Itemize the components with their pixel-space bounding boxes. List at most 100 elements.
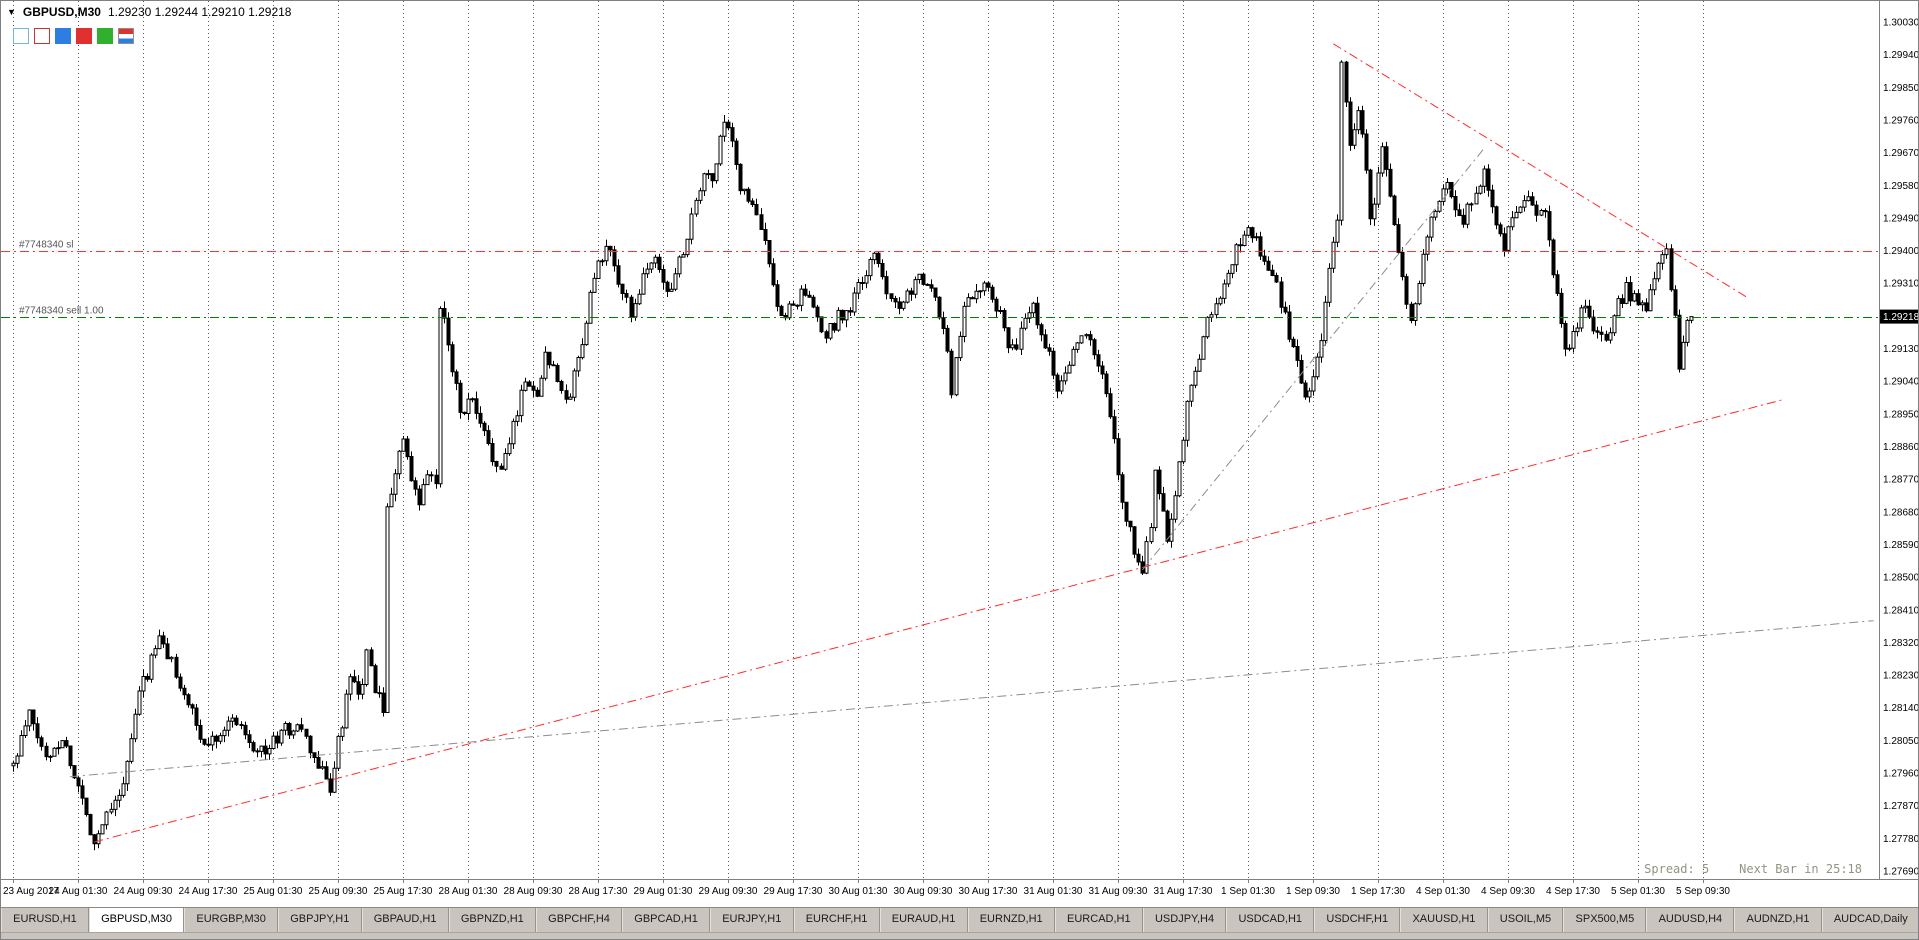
price-axis-label: 1.28770 xyxy=(1883,475,1919,486)
stop-loss-line-label: #7748340 sl xyxy=(19,240,74,251)
time-axis-label: 24 Aug 09:30 xyxy=(114,886,173,897)
candlestick-chart[interactable]: #7748340 sl #7748340 sell 1.00 1.30030 1.29… xyxy=(1,1,1919,907)
ohlc-values: 1.29230 1.29244 1.29210 1.29218 xyxy=(107,5,292,19)
price-axis-label: 1.28950 xyxy=(1883,409,1919,420)
price-axis-label: 1.28140 xyxy=(1883,703,1919,714)
swatch-outline-red-button[interactable] xyxy=(34,28,50,44)
chart-tab-eurcad-h1[interactable]: EURCAD,H1 xyxy=(1054,908,1143,932)
chart-tab-gbpnzd-h1[interactable]: GBPNZD,H1 xyxy=(448,908,536,932)
swatch-solid-green-button[interactable] xyxy=(97,28,113,44)
time-axis-label: 29 Aug 09:30 xyxy=(699,886,758,897)
chart-tab-euraud-h1[interactable]: EURAUD,H1 xyxy=(879,908,968,932)
time-axis-label: 1 Sep 09:30 xyxy=(1286,886,1340,897)
price-axis-label: 1.27690 xyxy=(1883,867,1919,878)
swatch-outline-blue-button[interactable] xyxy=(13,28,29,44)
price-axis-label: 1.28500 xyxy=(1883,573,1919,584)
price-axis-label: 1.29130 xyxy=(1883,344,1919,355)
price-axis-label: 1.27960 xyxy=(1883,769,1919,780)
trendline-descending-resistance[interactable] xyxy=(1333,43,1748,299)
chart-tab-gbpusd-m30[interactable]: GBPUSD,M30 xyxy=(88,908,185,932)
time-axis-label: 24 Aug 17:30 xyxy=(179,886,238,897)
time-axis-label: 4 Sep 17:30 xyxy=(1546,886,1600,897)
price-axis-label: 1.28410 xyxy=(1883,605,1919,616)
time-axis-label: 25 Aug 01:30 xyxy=(244,886,303,897)
chart-tab-xauusd-h1[interactable]: XAUUSD,H1 xyxy=(1400,908,1488,932)
swatch-striped-flag-button[interactable] xyxy=(118,28,134,44)
chart-area[interactable]: #7748340 sl #7748340 sell 1.00 1.30030 1.29… xyxy=(1,1,1919,907)
spread-label: Spread: 5 xyxy=(1644,862,1710,876)
price-axis-label: 1.29850 xyxy=(1883,83,1919,94)
chart-tab-audnzd-h1[interactable]: AUDNZD,H1 xyxy=(1734,908,1822,932)
chart-tab-eurnzd-h1[interactable]: EURNZD,H1 xyxy=(967,908,1055,932)
chart-tab-usdcad-h1[interactable]: USDCAD,H1 xyxy=(1226,908,1315,932)
chart-tab-audcad-daily[interactable]: AUDCAD,Daily xyxy=(1821,908,1918,932)
time-axis-label: 23 Aug 2017 xyxy=(3,886,60,897)
price-axis-label: 1.28050 xyxy=(1883,736,1919,747)
time-axis-label: 31 Aug 01:30 xyxy=(1024,886,1083,897)
chart-tab-gbpcad-h1[interactable]: GBPCAD,H1 xyxy=(622,908,711,932)
price-axis-label: 1.29580 xyxy=(1883,181,1919,192)
price-axis-label: 1.28320 xyxy=(1883,638,1919,649)
time-axis-label: 4 Sep 01:30 xyxy=(1416,886,1470,897)
trendline-shallow-gray-trend[interactable] xyxy=(69,620,1874,778)
trendline-ascending-support[interactable] xyxy=(94,398,1785,843)
swatch-solid-blue-button[interactable] xyxy=(55,28,71,44)
time-axis-label: 25 Aug 09:30 xyxy=(309,886,368,897)
time-axis-label: 4 Sep 09:30 xyxy=(1481,886,1535,897)
time-axis-label: 24 Aug 01:30 xyxy=(49,886,108,897)
price-axis-label: 1.29310 xyxy=(1883,279,1919,290)
chart-tab-usdjpy-h4[interactable]: USDJPY,H4 xyxy=(1142,908,1227,932)
bearish-candles xyxy=(31,61,1682,845)
time-axis-label: 25 Aug 17:30 xyxy=(374,886,433,897)
current-price-box xyxy=(1880,309,1918,324)
next-bar-label: Next Bar in 25:18 xyxy=(1739,862,1862,876)
chart-tab-gbpchf-h4[interactable]: GBPCHF,H4 xyxy=(536,908,623,932)
chart-tab-eurgbp-m30[interactable]: EURGBP,M30 xyxy=(184,908,279,932)
price-axis-label: 1.29760 xyxy=(1883,116,1919,127)
chart-tab-spx500-m5[interactable]: SPX500,M5 xyxy=(1563,908,1647,932)
chart-tab-audusd-h4[interactable]: AUDUSD,H4 xyxy=(1646,908,1735,932)
time-axis-label: 5 Sep 01:30 xyxy=(1611,886,1665,897)
price-axis-label: 1.28680 xyxy=(1883,507,1919,518)
bullish-candles xyxy=(11,61,1694,845)
price-axis-label: 1.29040 xyxy=(1883,377,1919,388)
trendline-steep-gray-trend[interactable] xyxy=(1142,148,1484,571)
symbol-period-label: GBPUSD,M30 xyxy=(22,5,101,19)
color-swatch-toolbar xyxy=(13,28,134,44)
chart-background xyxy=(1,1,1918,907)
time-axis-label: 28 Aug 01:30 xyxy=(439,886,498,897)
chart-ohlc-header: ▼ GBPUSD,M30 1.29230 1.29244 1.29210 1.2… xyxy=(7,5,291,19)
time-axis-label: 30 Aug 09:30 xyxy=(894,886,953,897)
time-axis-label: 1 Sep 17:30 xyxy=(1351,886,1405,897)
chart-tab-usdchf-h1[interactable]: USDCHF,H1 xyxy=(1314,908,1401,932)
time-axis-label: 28 Aug 09:30 xyxy=(504,886,563,897)
status-overlay: Spread: 5 Next Bar in 25:18 xyxy=(1644,862,1862,876)
chart-menu-icon[interactable]: ▼ xyxy=(7,7,16,17)
chart-tab-usoil-m5[interactable]: USOIL,M5 xyxy=(1487,908,1564,932)
time-axis-label: 31 Aug 09:30 xyxy=(1089,886,1148,897)
price-axis-label: 1.29490 xyxy=(1883,213,1919,224)
time-axis-label: 5 Sep 09:30 xyxy=(1676,886,1730,897)
sell-order-line-label: #7748340 sell 1.00 xyxy=(19,306,104,317)
price-axis-label: 1.28230 xyxy=(1883,671,1919,682)
time-axis-label: 29 Aug 01:30 xyxy=(634,886,693,897)
price-axis-label: 1.27780 xyxy=(1883,834,1919,845)
chart-tab-eurchf-h1[interactable]: EURCHF,H1 xyxy=(793,908,880,932)
price-axis-label: 1.29940 xyxy=(1883,50,1919,61)
swatch-solid-red-button[interactable] xyxy=(76,28,92,44)
price-axis-label: 1.29670 xyxy=(1883,148,1919,159)
time-axis-label: 1 Sep 01:30 xyxy=(1221,886,1275,897)
chart-tab-gbpjpy-h1[interactable]: GBPJPY,H1 xyxy=(278,908,362,932)
chart-tab-eurjpy-h1[interactable]: EURJPY,H1 xyxy=(710,908,794,932)
price-axis-label: 1.28860 xyxy=(1883,442,1919,453)
time-axis-label: 30 Aug 17:30 xyxy=(959,886,1018,897)
time-axis-label: 29 Aug 17:30 xyxy=(764,886,823,897)
chart-tab-eurusd-h1[interactable]: EURUSD,H1 xyxy=(1,908,89,932)
current-price-label: 1.29218 xyxy=(1883,312,1919,323)
price-axis-label: 1.27870 xyxy=(1883,801,1919,812)
chart-tab-gbpaud-h1[interactable]: GBPAUD,H1 xyxy=(361,908,449,932)
price-axis-label: 1.28590 xyxy=(1883,540,1919,551)
time-axis-label: 30 Aug 01:30 xyxy=(829,886,888,897)
time-axis-label: 31 Aug 17:30 xyxy=(1154,886,1213,897)
